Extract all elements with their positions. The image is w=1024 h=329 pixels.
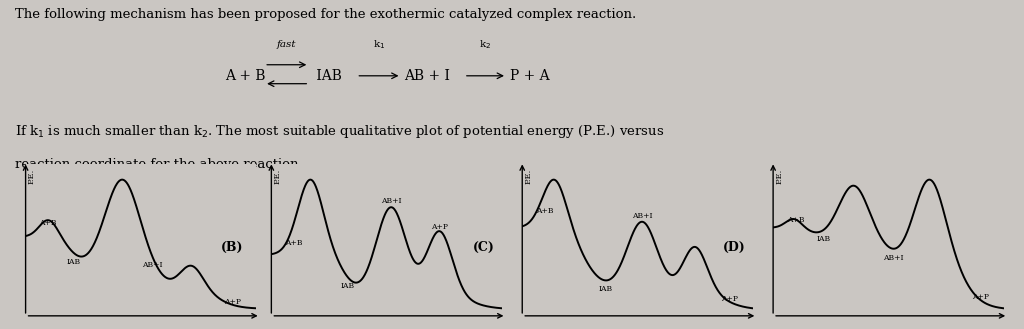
Text: AB+I: AB+I (381, 197, 401, 205)
Text: P.E.: P.E. (28, 169, 36, 184)
Text: P.E.: P.E. (524, 169, 532, 184)
Text: k$_2$: k$_2$ (479, 38, 492, 51)
Text: IAB: IAB (312, 69, 342, 83)
Text: AB + I: AB + I (404, 69, 451, 83)
Text: A + B: A + B (225, 69, 266, 83)
Text: reaction coordinate for the above reaction.: reaction coordinate for the above reacti… (15, 158, 303, 171)
Text: P + A: P + A (510, 69, 550, 83)
Text: fast: fast (276, 40, 297, 49)
Text: A+P: A+P (431, 223, 449, 231)
Text: P.E.: P.E. (273, 169, 282, 184)
Text: IAB: IAB (67, 258, 81, 266)
Text: A+P: A+P (972, 293, 989, 301)
Text: IAB: IAB (598, 286, 612, 293)
Text: (D): (D) (723, 241, 745, 254)
Text: AB+I: AB+I (883, 254, 903, 262)
Text: AB+I: AB+I (632, 212, 652, 220)
Text: A+B: A+B (39, 219, 57, 227)
Text: A+B: A+B (285, 239, 303, 247)
Text: A+P: A+P (224, 298, 242, 306)
Text: P.E.: P.E. (775, 169, 783, 184)
Text: (C): (C) (473, 241, 495, 254)
Text: The following mechanism has been proposed for the exothermic catalyzed complex r: The following mechanism has been propose… (15, 8, 637, 21)
Text: IAB: IAB (340, 282, 354, 290)
Text: A+B: A+B (786, 216, 805, 224)
Text: A+P: A+P (721, 295, 738, 303)
Text: (B): (B) (221, 241, 244, 254)
Text: If k$_1$ is much smaller than k$_2$. The most suitable qualitative plot of poten: If k$_1$ is much smaller than k$_2$. The… (15, 123, 665, 140)
Text: k$_1$: k$_1$ (373, 38, 385, 51)
Text: IAB: IAB (817, 235, 830, 243)
Text: AB+I: AB+I (142, 261, 163, 269)
Text: A+B: A+B (537, 207, 554, 215)
